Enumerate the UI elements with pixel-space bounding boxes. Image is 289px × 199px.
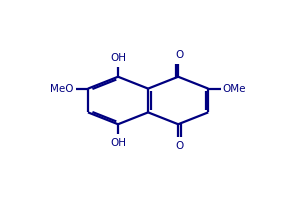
Text: MeO: MeO — [50, 84, 73, 94]
Text: OMe: OMe — [223, 84, 246, 94]
Text: O: O — [175, 50, 184, 60]
Text: O: O — [175, 141, 184, 151]
Text: OH: OH — [110, 53, 126, 63]
Text: OH: OH — [110, 138, 126, 148]
